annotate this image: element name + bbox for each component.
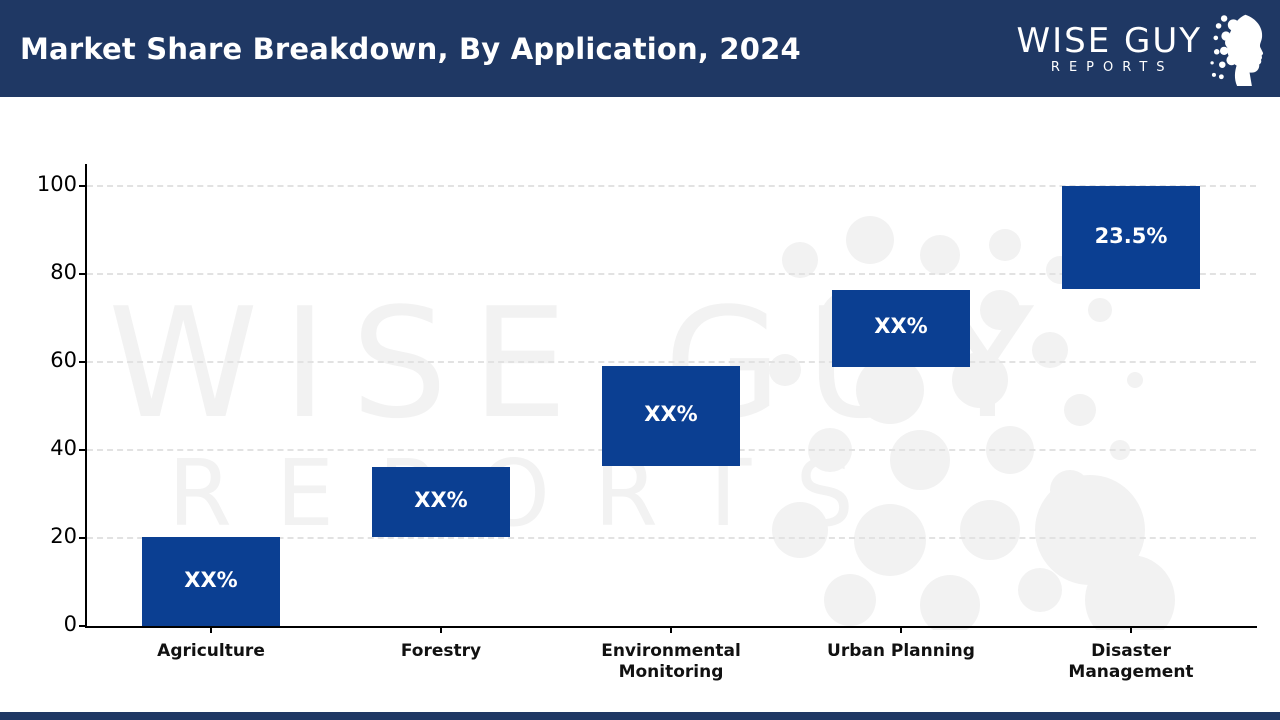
bar-value-label-environmental-monitoring: XX% bbox=[644, 401, 698, 426]
y-tick-mark bbox=[79, 625, 87, 627]
wiseguy-logo: WISE GUY REPORTS bbox=[1016, 12, 1280, 86]
category-label-environmental-monitoring: Environmental Monitoring bbox=[556, 641, 786, 683]
category-label-urban-planning: Urban Planning bbox=[786, 641, 1016, 662]
y-tick-label: 60 bbox=[50, 348, 77, 372]
bar-environmental-monitoring bbox=[602, 365, 740, 466]
gridline-80 bbox=[87, 273, 1256, 275]
watermark-face-dots bbox=[769, 216, 1175, 630]
gridline-60 bbox=[87, 361, 1256, 363]
bar-urban-planning bbox=[832, 289, 970, 367]
y-tick-mark bbox=[79, 449, 87, 451]
y-tick-label: 100 bbox=[36, 172, 77, 196]
bar-value-label-disaster-management: 23.5% bbox=[1094, 223, 1168, 248]
bar-disaster-management bbox=[1062, 186, 1200, 290]
category-label-forestry: Forestry bbox=[326, 641, 556, 662]
y-tick-label: 40 bbox=[50, 436, 77, 460]
y-tick-mark bbox=[79, 361, 87, 363]
bar-agriculture bbox=[142, 537, 280, 626]
category-label-line: Disaster bbox=[1091, 641, 1171, 661]
logo-wordmark-text: WISE GUY bbox=[1016, 20, 1202, 61]
y-tick-label: 80 bbox=[50, 260, 77, 284]
bar-value-label-agriculture: XX% bbox=[184, 567, 238, 592]
category-label-line: Monitoring bbox=[618, 662, 724, 682]
logo-wordmark: WISE GUY REPORTS bbox=[1016, 24, 1202, 74]
x-tick-mark bbox=[1130, 626, 1132, 633]
category-label-line: Environmental bbox=[601, 641, 741, 661]
y-tick-mark bbox=[79, 537, 87, 539]
logo-subtext: REPORTS bbox=[1050, 59, 1174, 75]
y-tick-label: 20 bbox=[50, 524, 77, 548]
x-tick-mark bbox=[210, 626, 212, 633]
gridline-20 bbox=[87, 537, 1256, 539]
footer-bar bbox=[0, 712, 1280, 720]
logo-head-icon bbox=[1210, 14, 1264, 86]
bar-forestry bbox=[372, 467, 510, 538]
category-label-line: Forestry bbox=[400, 641, 482, 661]
page-title: Market Share Breakdown, By Application, … bbox=[20, 31, 801, 66]
x-tick-mark bbox=[440, 626, 442, 633]
y-tick-label: 0 bbox=[63, 612, 77, 636]
category-label-agriculture: Agriculture bbox=[96, 641, 326, 662]
category-label-line: Management bbox=[1068, 662, 1194, 682]
y-axis-line bbox=[85, 164, 87, 628]
y-tick-mark bbox=[79, 273, 87, 275]
x-tick-mark bbox=[670, 626, 672, 633]
bar-value-label-forestry: XX% bbox=[414, 488, 468, 513]
y-tick-mark bbox=[79, 185, 87, 187]
gridline-100 bbox=[87, 185, 1256, 187]
category-label-line: Urban Planning bbox=[827, 641, 975, 661]
category-label-line: Agriculture bbox=[157, 641, 265, 661]
bar-value-label-urban-planning: XX% bbox=[874, 314, 928, 339]
header: Market Share Breakdown, By Application, … bbox=[0, 0, 1280, 97]
category-label-disaster-management: Disaster Management bbox=[1016, 641, 1246, 683]
x-tick-mark bbox=[900, 626, 902, 633]
